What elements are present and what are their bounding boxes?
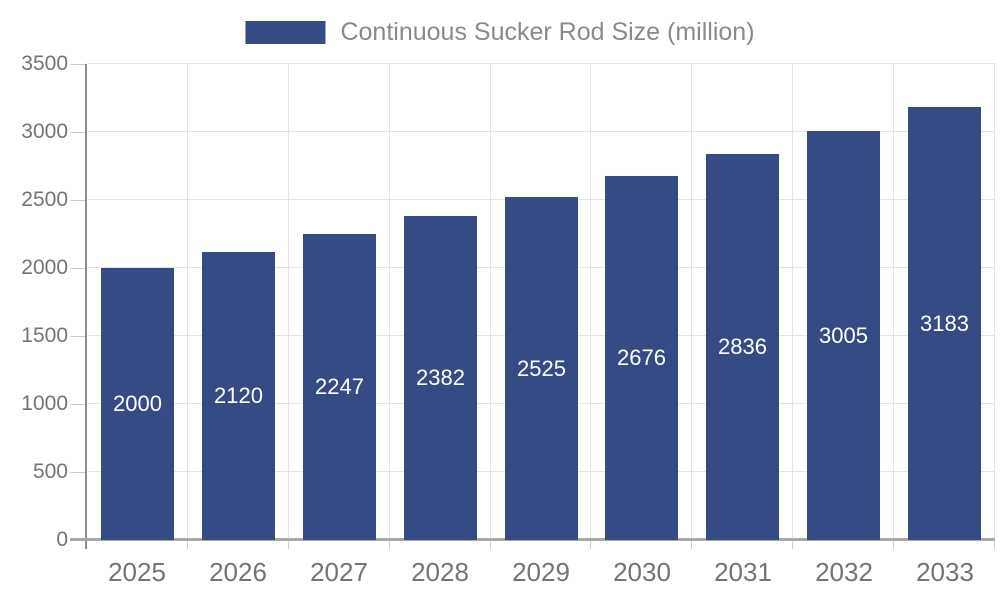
x-axis-tick — [691, 540, 692, 549]
x-axis-tick — [288, 540, 289, 549]
x-axis-label: 2030 — [613, 557, 671, 587]
grid-line-vertical — [792, 64, 793, 540]
y-axis-label: 1000 — [21, 392, 68, 415]
y-axis-tick — [70, 200, 87, 201]
x-axis-label: 2032 — [815, 557, 873, 587]
y-axis-tick — [70, 404, 87, 405]
x-axis-tick — [389, 540, 390, 549]
x-axis-label: 2027 — [310, 557, 368, 587]
x-axis-tick — [490, 540, 491, 549]
y-axis-label: 0 — [56, 528, 68, 551]
x-axis-tick — [893, 540, 894, 549]
grid-line-vertical — [490, 64, 491, 540]
grid-line-vertical — [288, 64, 289, 540]
bar[interactable]: 2382 — [404, 216, 477, 540]
y-axis-label: 3000 — [21, 120, 68, 143]
bar-value-label: 2120 — [214, 383, 263, 408]
grid-line-horizontal — [87, 63, 995, 64]
grid-line-vertical — [994, 64, 995, 540]
legend-swatch — [245, 21, 326, 44]
grid-line-vertical — [691, 64, 692, 540]
y-axis-label: 2000 — [21, 256, 68, 279]
y-axis-tick — [70, 472, 87, 473]
x-axis-label: 2029 — [512, 557, 570, 587]
legend[interactable]: Continuous Sucker Rod Size (million) — [245, 18, 755, 47]
y-axis-label: 2500 — [21, 188, 68, 211]
y-axis-tick — [70, 64, 87, 65]
bar[interactable]: 2120 — [202, 252, 275, 540]
bar-value-label: 2836 — [718, 334, 767, 359]
bar[interactable]: 2525 — [505, 197, 578, 540]
legend-label: Continuous Sucker Rod Size (million) — [340, 18, 755, 46]
y-axis-line — [85, 64, 87, 549]
x-axis-tick — [187, 540, 188, 549]
bar[interactable]: 2836 — [706, 154, 779, 540]
x-axis-label: 2026 — [209, 557, 267, 587]
bar-value-label: 2525 — [517, 355, 566, 381]
y-axis-label: 500 — [32, 460, 68, 483]
y-axis-tick — [70, 132, 87, 133]
bar-value-label: 2382 — [416, 365, 465, 390]
bar[interactable]: 2000 — [101, 268, 174, 540]
grid-line-vertical — [187, 64, 188, 540]
x-axis-label: 2031 — [714, 557, 772, 587]
bar-value-label: 3005 — [819, 322, 868, 348]
bar[interactable]: 3005 — [807, 131, 880, 540]
bar-value-label: 3183 — [920, 310, 969, 336]
y-axis-tick — [70, 336, 87, 337]
x-axis-tick — [994, 540, 995, 549]
bar-value-label: 2000 — [113, 391, 162, 416]
y-axis-tick — [70, 268, 87, 269]
grid-line-vertical — [893, 64, 894, 540]
bar[interactable]: 2676 — [605, 176, 678, 540]
x-axis-label: 2025 — [108, 557, 166, 587]
bar-value-label: 2247 — [315, 374, 364, 399]
bar-value-label: 2676 — [617, 345, 666, 370]
grid-line-horizontal — [87, 131, 995, 132]
y-axis-label: 3500 — [21, 52, 68, 75]
x-axis-label: 2028 — [411, 557, 469, 587]
x-axis-tick — [590, 540, 591, 549]
x-axis-tick — [792, 540, 793, 549]
y-axis-label: 1500 — [21, 324, 68, 347]
grid-line-vertical — [389, 64, 390, 540]
bar[interactable]: 3183 — [908, 107, 981, 540]
x-axis-label: 2033 — [916, 557, 974, 587]
bar[interactable]: 2247 — [303, 234, 376, 540]
grid-line-vertical — [590, 64, 591, 540]
